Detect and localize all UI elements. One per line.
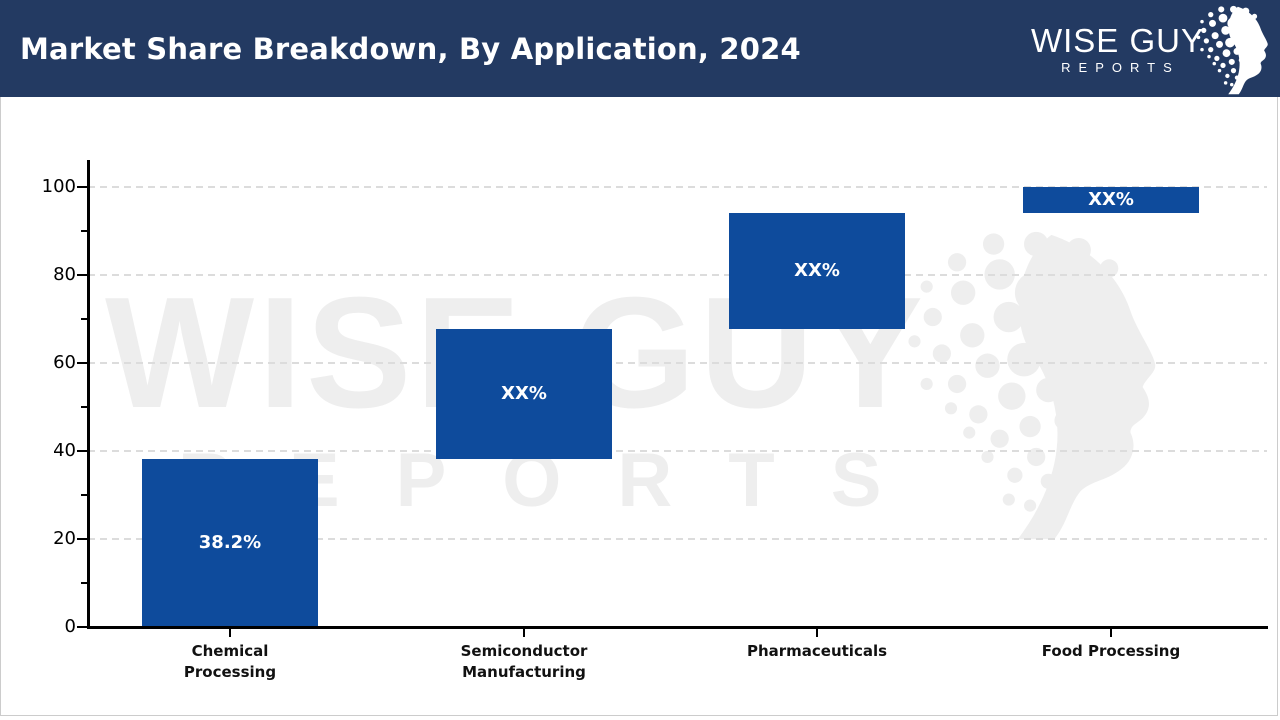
gridline-60 — [88, 362, 1267, 364]
bar-value-label: XX% — [1088, 189, 1134, 211]
y-axis-tick-100 — [77, 186, 87, 188]
wise-guy-reports-logo: WISE GUY REPORTS — [1031, 4, 1272, 96]
y-axis-tick-80 — [77, 274, 87, 276]
bar-pharmaceuticals: XX% — [729, 212, 905, 329]
x-axis-category-label-line: Food Processing — [1041, 642, 1181, 660]
x-axis-category-label: Chemical Processing — [110, 641, 350, 683]
gridline-100 — [88, 186, 1267, 188]
y-axis-spine — [87, 160, 90, 629]
x-axis-tick-3 — [1110, 629, 1112, 637]
gridline-20 — [88, 538, 1267, 540]
y-axis-tick-label: 40 — [53, 440, 76, 461]
y-axis-minor-tick-50 — [81, 406, 87, 408]
x-axis-category-label-line: Manufacturing — [462, 663, 586, 681]
x-axis-category-label: Food Processing — [991, 641, 1231, 662]
bar-food-processing: XX% — [1023, 187, 1199, 213]
gridline-80 — [88, 274, 1267, 276]
y-axis-minor-tick-10 — [81, 582, 87, 584]
y-axis-minor-tick-30 — [81, 494, 87, 496]
y-axis-minor-tick-70 — [81, 318, 87, 320]
y-axis-tick-40 — [77, 450, 87, 452]
y-axis-tick-label: 0 — [64, 616, 76, 637]
x-axis-tick-2 — [816, 629, 818, 637]
x-axis-tick-0 — [229, 629, 231, 637]
y-axis-tick-0 — [77, 626, 87, 628]
bar-chemical-processing: 38.2% — [142, 458, 318, 627]
y-axis-tick-label: 20 — [53, 528, 76, 549]
bar-value-label: XX% — [794, 260, 840, 282]
logo-text: WISE GUY REPORTS — [1031, 24, 1204, 76]
x-axis-tick-1 — [523, 629, 525, 637]
y-axis-minor-tick-90 — [81, 230, 87, 232]
y-axis-tick-label: 80 — [53, 264, 76, 285]
x-axis-category-label-line: Pharmaceuticals — [746, 642, 888, 660]
bar-value-label: XX% — [501, 383, 547, 405]
y-axis-tick-60 — [77, 362, 87, 364]
logo-reports-text: REPORTS — [1061, 60, 1180, 75]
y-axis-tick-20 — [77, 538, 87, 540]
y-axis-tick-label: 60 — [53, 352, 76, 373]
bar-value-label: 38.2% — [198, 532, 262, 554]
x-axis-category-label-line: Semiconductor — [460, 642, 588, 660]
bar-semiconductor-manufacturing: XX% — [436, 328, 612, 459]
x-axis-spine — [87, 626, 1268, 629]
gridline-40 — [88, 450, 1267, 452]
chart-title: Market Share Breakdown, By Application, … — [20, 31, 801, 66]
logo-wiseguy-text: WISE GUY — [1030, 22, 1204, 59]
x-axis-category-label-line: Chemical — [191, 642, 269, 660]
x-axis-category-label: Semiconductor Manufacturing — [404, 641, 644, 683]
header-band: Market Share Breakdown, By Application, … — [0, 0, 1280, 97]
y-axis-tick-label: 100 — [41, 176, 76, 197]
x-axis-category-label: Pharmaceuticals — [697, 641, 937, 662]
x-axis-category-label-line: Processing — [183, 663, 277, 681]
